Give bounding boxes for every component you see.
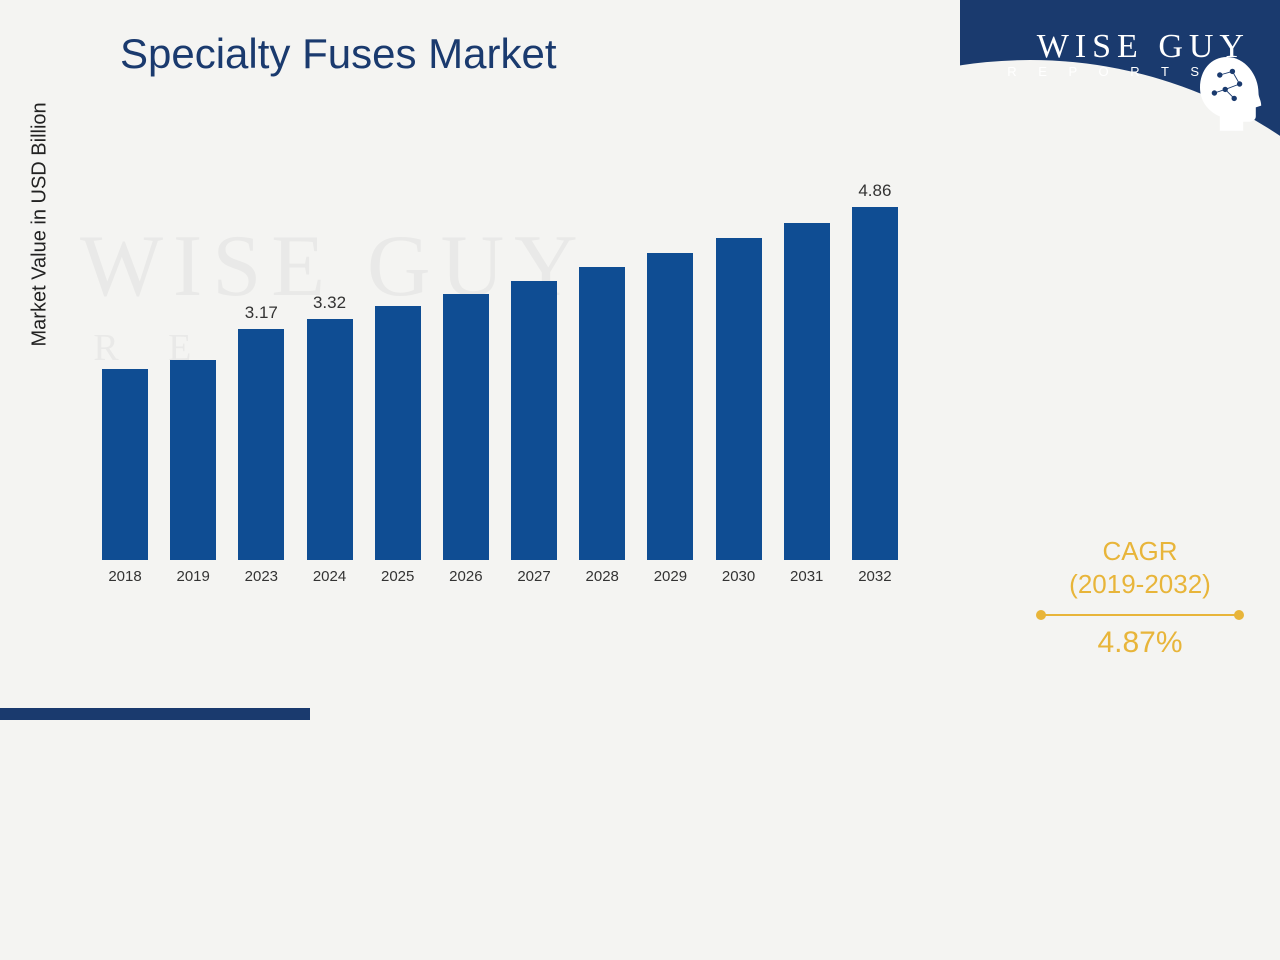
x-axis-label: 2018 — [108, 568, 141, 585]
cagr-divider — [1040, 614, 1240, 616]
cagr-box: CAGR (2019-2032) 4.87% — [1040, 536, 1240, 660]
bar-col-2032: 4.862032 — [850, 207, 900, 560]
bar-col-2025: 2025 — [373, 306, 423, 560]
cagr-value: 4.87% — [1040, 626, 1240, 660]
bar — [102, 369, 148, 560]
x-axis-label: 2030 — [722, 568, 755, 585]
brand-logo: WISE GUY R E P O R T S — [1007, 28, 1250, 79]
x-axis-label: 2019 — [176, 568, 209, 585]
chart-title: Specialty Fuses Market — [120, 30, 557, 78]
bar — [579, 267, 625, 560]
cagr-label: CAGR — [1040, 536, 1240, 567]
bar — [238, 329, 284, 560]
bar-value-label: 3.17 — [245, 303, 278, 323]
bar-col-2031: 2031 — [782, 223, 832, 560]
bars-container: 2018 2019 3.172023 3.322024 2025 2026 2027 2028… — [100, 160, 900, 560]
bar-col-2027: 2027 — [509, 281, 559, 560]
brand-sub-text: R E P O R T S — [1007, 64, 1208, 79]
brand-head-icon — [1182, 48, 1272, 138]
bar — [511, 281, 557, 560]
x-axis-label: 2032 — [858, 568, 891, 585]
footer-accent-bar — [0, 708, 310, 720]
x-axis-label: 2029 — [654, 568, 687, 585]
bar-value-label: 3.32 — [313, 293, 346, 313]
x-axis-label: 2027 — [517, 568, 550, 585]
cagr-period: (2019-2032) — [1040, 569, 1240, 600]
x-axis-label: 2023 — [245, 568, 278, 585]
x-axis-label: 2024 — [313, 568, 346, 585]
bar — [716, 238, 762, 560]
bar-col-2018: 2018 — [100, 369, 150, 560]
chart-area: Market Value in USD Billion 201820193.17… — [60, 160, 900, 590]
bar — [375, 306, 421, 560]
bar-col-2030: 2030 — [714, 238, 764, 560]
x-axis-label: 2025 — [381, 568, 414, 585]
x-axis-label: 2031 — [790, 568, 823, 585]
y-axis-label: Market Value in USD Billion — [29, 102, 52, 346]
bar — [647, 253, 693, 560]
bar-col-2019: 2019 — [168, 360, 218, 560]
bar — [784, 223, 830, 560]
bar — [170, 360, 216, 560]
bar-col-2028: 2028 — [577, 267, 627, 560]
bar-value-label: 4.86 — [858, 181, 891, 201]
x-axis-label: 2028 — [586, 568, 619, 585]
bar-col-2023: 3.172023 — [236, 329, 286, 560]
bar-col-2026: 2026 — [441, 294, 491, 560]
bar-col-2024: 3.322024 — [305, 319, 355, 560]
bar — [307, 319, 353, 560]
bar — [443, 294, 489, 560]
x-axis-label: 2026 — [449, 568, 482, 585]
bar-col-2029: 2029 — [645, 253, 695, 560]
bar — [852, 207, 898, 560]
